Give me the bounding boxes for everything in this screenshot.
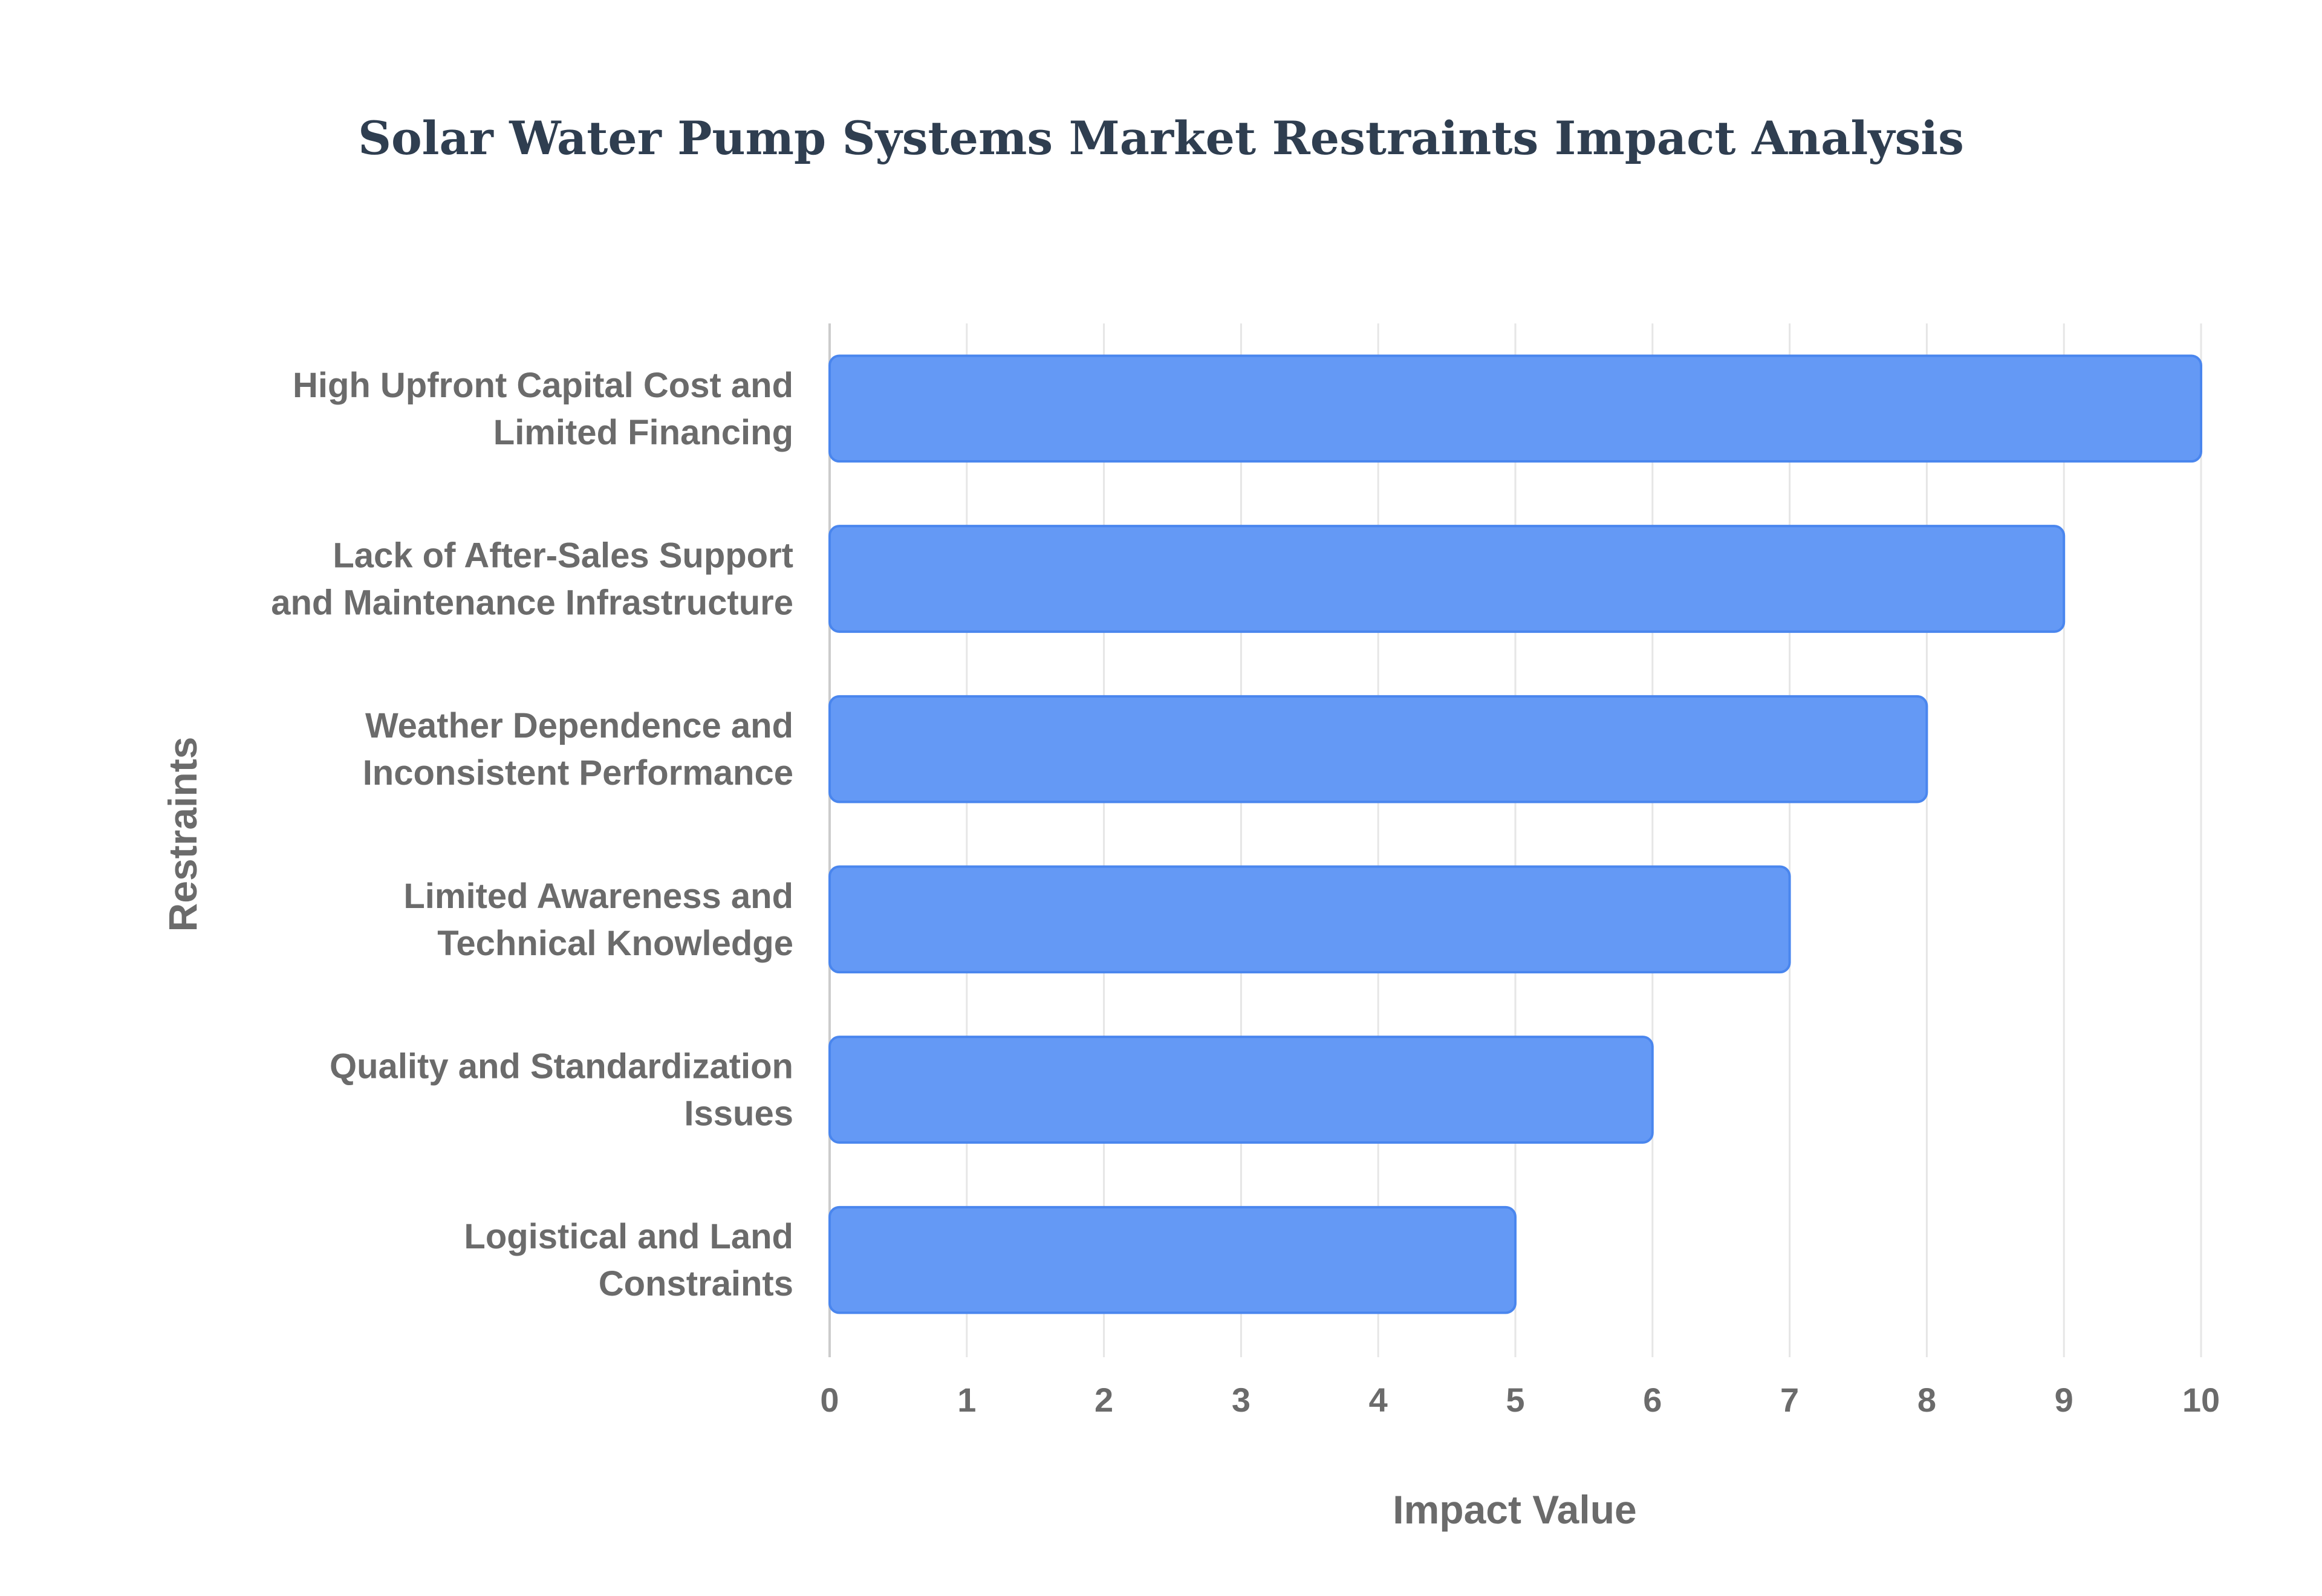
category-label: Limited Awareness and Technical Knowledge bbox=[403, 877, 793, 963]
x-tick-label: 0 bbox=[820, 1381, 839, 1419]
bar bbox=[828, 525, 2066, 633]
x-tick-label: 2 bbox=[1094, 1381, 1113, 1419]
bar bbox=[828, 1205, 1517, 1314]
category-label: Logistical and Land Constraints bbox=[464, 1217, 793, 1303]
x-tick-label: 9 bbox=[2055, 1381, 2073, 1419]
x-tick-label: 6 bbox=[1643, 1381, 1662, 1419]
bar bbox=[828, 354, 2202, 463]
category-label: Lack of After-Sales Support and Maintenan… bbox=[271, 536, 793, 623]
x-tick-label: 8 bbox=[1917, 1381, 1936, 1419]
bar bbox=[828, 695, 1928, 803]
x-tick-label: 7 bbox=[1780, 1381, 1799, 1419]
x-axis-title: Impact Value bbox=[1393, 1487, 1637, 1532]
y-axis-title: Restraints bbox=[160, 737, 205, 932]
x-tick-label: 3 bbox=[1232, 1381, 1250, 1419]
x-tick-label: 1 bbox=[957, 1381, 976, 1419]
bar bbox=[828, 865, 1791, 974]
bar-series bbox=[828, 354, 2202, 1314]
category-label: High Upfront Capital Cost and Limited Fin… bbox=[293, 366, 793, 452]
x-tick-labels: 0 1 2 3 4 5 6 7 8 9 10 bbox=[820, 1381, 2220, 1419]
category-labels: High Upfront Capital Cost and Limited Fin… bbox=[271, 366, 793, 1303]
category-label: Quality and Standardization Issues bbox=[330, 1047, 793, 1134]
grid-lines bbox=[828, 323, 2202, 1357]
category-label: Weather Dependence and Inconsistent Perfo… bbox=[363, 706, 793, 793]
x-tick-label: 4 bbox=[1369, 1381, 1388, 1419]
x-tick-label: 5 bbox=[1506, 1381, 1524, 1419]
chart-title: Solar Water Pump Systems Market Restrain… bbox=[358, 111, 1964, 165]
bar bbox=[828, 1036, 1654, 1144]
x-tick-label: 10 bbox=[2182, 1381, 2220, 1419]
